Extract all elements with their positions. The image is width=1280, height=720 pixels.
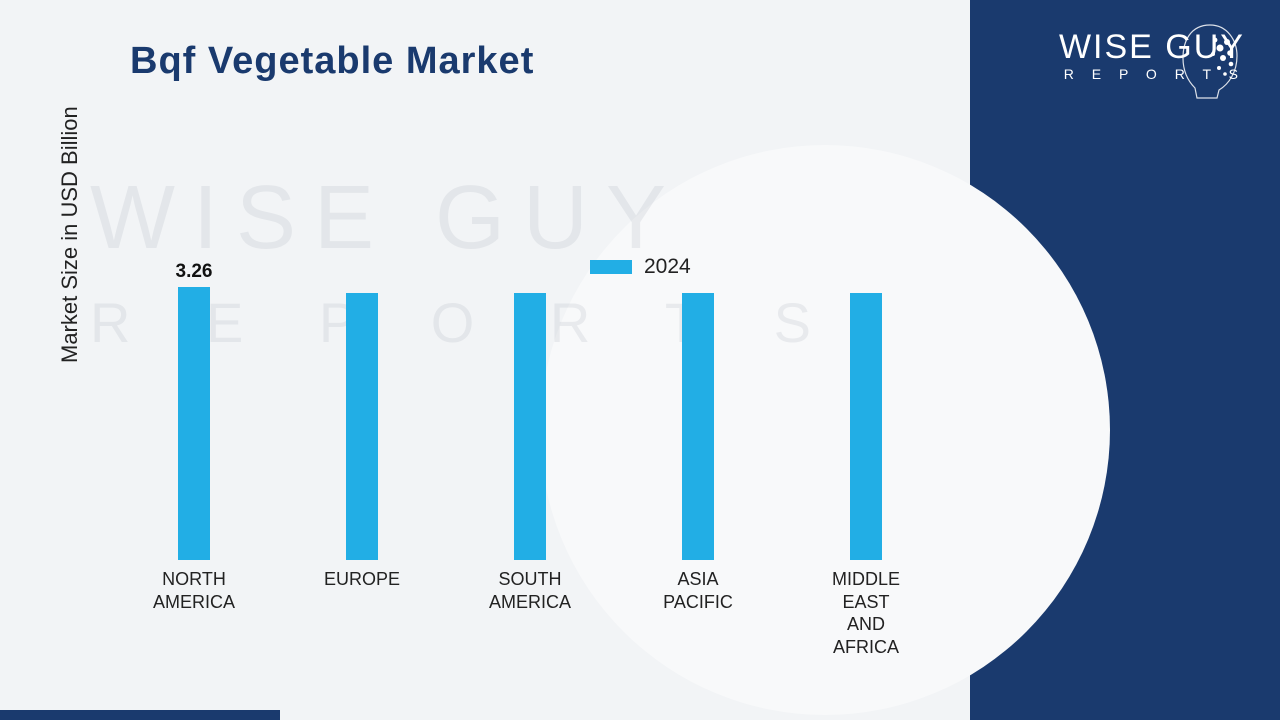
chart-plot-area: 3.26 (110, 130, 950, 560)
bar (682, 293, 714, 560)
x-axis-category: EUROPE (297, 568, 427, 658)
bar-group (297, 293, 427, 560)
bar-value-label: 3.26 (176, 261, 213, 283)
bar (514, 293, 546, 560)
bottom-accent-bar (0, 710, 280, 720)
bar (178, 287, 210, 560)
chart-title: Bqf Vegetable Market (130, 40, 534, 83)
bar (850, 293, 882, 560)
x-axis-category: SOUTH AMERICA (465, 568, 595, 658)
bar-group: 3.26 (129, 287, 259, 560)
x-axis-category: ASIA PACIFIC (633, 568, 763, 658)
x-axis-labels: NORTH AMERICA EUROPE SOUTH AMERICA ASIA PAC… (110, 568, 950, 658)
bar-group (465, 293, 595, 560)
bar-group (633, 293, 763, 560)
bar (346, 293, 378, 560)
brand-head-icon (1175, 20, 1245, 100)
bar-group (801, 293, 931, 560)
x-axis-category: MIDDLE EAST AND AFRICA (801, 568, 931, 658)
bars-row: 3.26 (110, 130, 950, 560)
x-axis-category: NORTH AMERICA (129, 568, 259, 658)
y-axis-label: Market Size in USD Billion (57, 106, 83, 363)
